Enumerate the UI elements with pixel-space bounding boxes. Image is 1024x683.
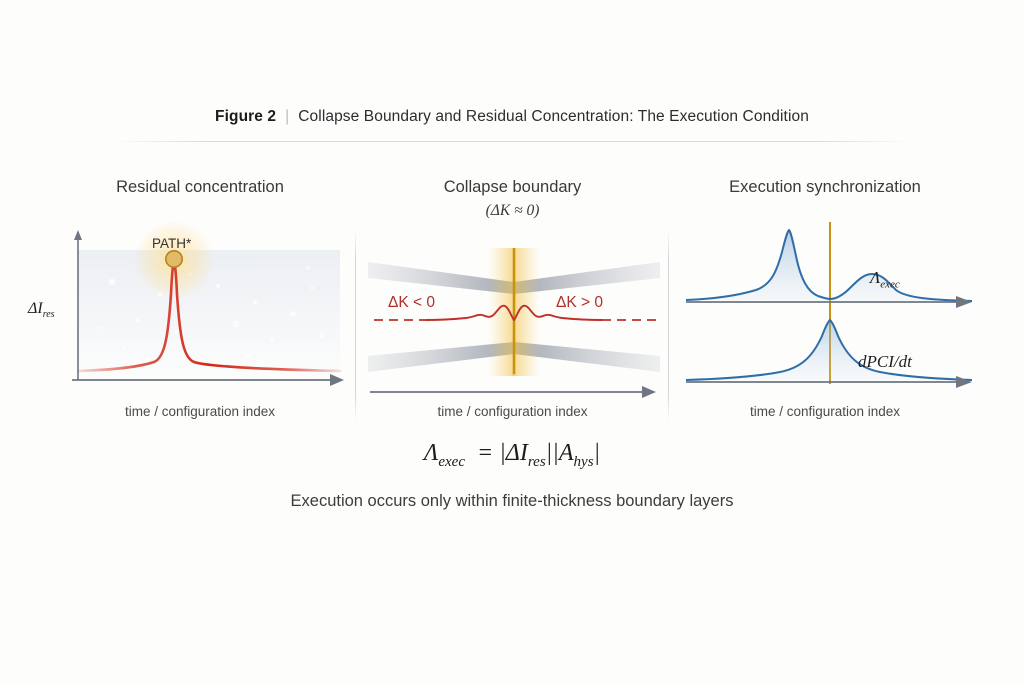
- lambda-symbol: Λ: [870, 268, 881, 287]
- lambda-exec-curve: [685, 229, 973, 302]
- upper-band-right: [514, 262, 660, 294]
- equation-equals: =: [476, 440, 494, 466]
- execution-equation: Λexec = |ΔIres||Ahys|: [0, 440, 1024, 471]
- panel-2-title: Collapse boundary: [443, 178, 582, 196]
- lower-band-left: [368, 342, 514, 372]
- panel-1-x-arrowhead: [330, 374, 344, 386]
- delta-k-positive-label: ΔK > 0: [556, 294, 603, 311]
- dpci-dt-label: dPCI/dt: [858, 352, 912, 371]
- panel-execution-synchronization: Execution synchronization: [675, 170, 975, 430]
- path-star-label: PATH*: [152, 236, 192, 251]
- gold-marker-dot: [165, 249, 184, 268]
- lower-band-right: [514, 342, 660, 372]
- panel-1-x-axis-label: time / configuration index: [124, 404, 276, 419]
- panel-3-x-arrowhead-upper: [956, 296, 972, 308]
- equation-term1-open: |: [499, 440, 506, 466]
- panel-1-y-axis-label: ΔIres: [28, 300, 55, 320]
- panel-2-plot: [368, 244, 660, 404]
- figure-header: Figure 2 | Collapse Boundary and Residual …: [112, 108, 912, 126]
- delta-k-negative-label: ΔK < 0: [388, 294, 435, 311]
- figure-title: Collapse Boundary and Residual Concentra…: [298, 108, 809, 125]
- panel-divider-2: [668, 230, 669, 422]
- panel-divider-1: [355, 230, 356, 422]
- panel-residual-concentration: Residual concentration: [50, 170, 350, 430]
- equation-term1-close: |: [545, 440, 553, 466]
- equation-term2-subscript: hys: [573, 453, 594, 470]
- equation-term1: ΔI: [505, 440, 528, 466]
- header-rule: [112, 141, 912, 142]
- panel-1-title: Residual concentration: [116, 178, 284, 196]
- panel-3-x-arrowhead-lower: [956, 376, 972, 388]
- equation-term2-close: |: [593, 440, 601, 466]
- equation-lhs: Λ: [423, 440, 439, 466]
- panel-2-subtitle: (ΔK ≈ 0): [485, 202, 540, 219]
- dpci-dt-curve: [685, 319, 973, 381]
- panel-3-upper-plot: [684, 222, 976, 318]
- header-separator: |: [285, 108, 290, 125]
- panel-2-x-axis-label: time / configuration index: [437, 404, 588, 419]
- panel-1-y-arrowhead: [74, 230, 82, 240]
- figure-caption: Execution occurs only within finite-thic…: [290, 492, 734, 510]
- y-axis-subscript: res: [42, 309, 55, 321]
- panel-1-plot: [50, 220, 350, 403]
- equation-term1-subscript: res: [527, 453, 546, 470]
- lambda-subscript: exec: [880, 278, 900, 291]
- equation-lhs-subscript: exec: [438, 453, 465, 470]
- panel-3-title: Execution synchronization: [729, 178, 921, 196]
- dpci-dt-fill: [686, 320, 972, 380]
- panel-2-x-arrowhead: [642, 386, 656, 398]
- equation-term2-open: |: [552, 440, 559, 466]
- figure-number: Figure 2: [215, 108, 277, 125]
- upper-band-left: [368, 262, 514, 294]
- lambda-exec-label: Λexec: [870, 268, 900, 290]
- panel-2-speckles: [462, 294, 570, 314]
- equation-term2: A: [558, 440, 574, 466]
- panel-collapse-boundary: Collapse boundary (ΔK ≈ 0): [360, 170, 665, 430]
- panel-3-lower-plot: [684, 312, 976, 400]
- boundary-curve-left: [425, 304, 515, 321]
- panel-3-x-axis-label: time / configuration index: [749, 404, 901, 419]
- y-axis-symbol: ΔI: [28, 300, 43, 317]
- boundary-curve-right: [513, 304, 603, 321]
